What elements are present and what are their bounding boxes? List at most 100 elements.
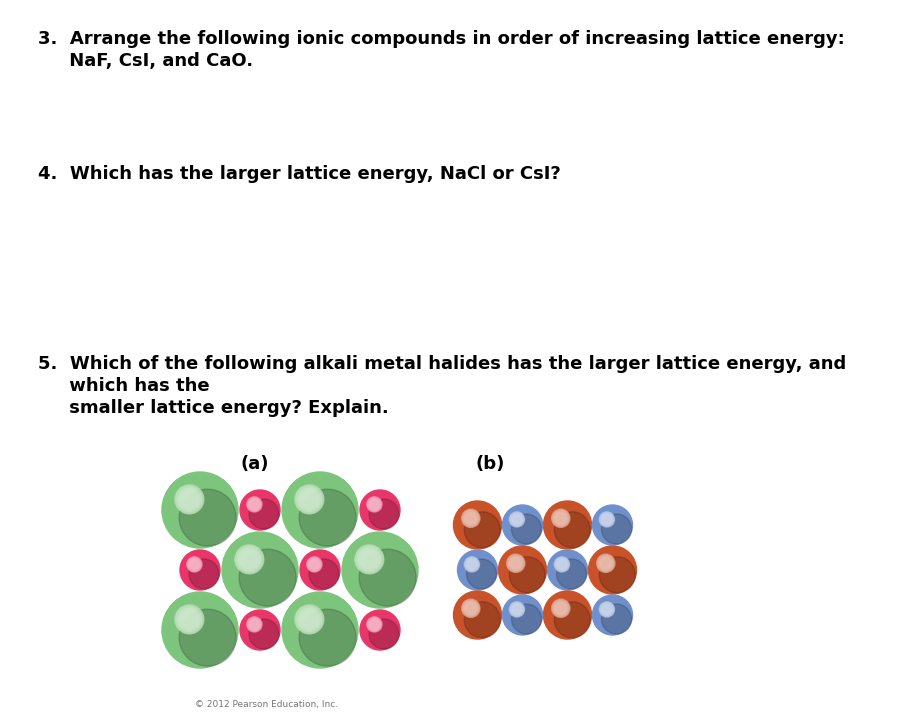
Circle shape [250, 620, 259, 629]
Circle shape [602, 514, 612, 524]
Circle shape [240, 490, 280, 530]
Circle shape [236, 547, 262, 572]
Circle shape [510, 603, 523, 616]
Circle shape [600, 513, 614, 526]
Circle shape [510, 513, 523, 526]
Circle shape [602, 514, 632, 544]
Circle shape [498, 546, 547, 594]
Circle shape [543, 591, 591, 639]
Circle shape [187, 557, 202, 572]
Circle shape [248, 617, 261, 631]
Text: © 2012 Pearson Education, Inc.: © 2012 Pearson Education, Inc. [195, 700, 338, 709]
Circle shape [461, 509, 480, 527]
Circle shape [250, 620, 259, 630]
Circle shape [503, 505, 542, 545]
Circle shape [298, 608, 321, 630]
Circle shape [551, 599, 570, 617]
Circle shape [189, 559, 219, 589]
Circle shape [238, 548, 260, 571]
Circle shape [503, 595, 542, 635]
Circle shape [222, 532, 298, 608]
Circle shape [360, 490, 400, 530]
Circle shape [464, 511, 478, 526]
Circle shape [556, 604, 566, 614]
Circle shape [466, 558, 478, 570]
Circle shape [593, 595, 633, 635]
Circle shape [507, 555, 523, 571]
Circle shape [511, 513, 523, 526]
Text: (b): (b) [476, 455, 505, 473]
Circle shape [361, 551, 378, 567]
Circle shape [180, 550, 220, 590]
Circle shape [179, 609, 236, 666]
Circle shape [462, 600, 479, 617]
Circle shape [599, 512, 614, 527]
Circle shape [512, 604, 522, 614]
Circle shape [370, 620, 378, 629]
Circle shape [358, 548, 380, 571]
Text: NaF, CsI, and CaO.: NaF, CsI, and CaO. [38, 52, 253, 70]
Text: which has the: which has the [38, 377, 210, 395]
Circle shape [235, 545, 264, 574]
Circle shape [509, 512, 524, 527]
Circle shape [300, 550, 340, 590]
Circle shape [181, 491, 197, 507]
Circle shape [367, 496, 382, 512]
Text: smaller lattice energy? Explain.: smaller lattice energy? Explain. [38, 399, 388, 417]
Circle shape [512, 604, 542, 634]
Circle shape [556, 558, 568, 570]
Circle shape [177, 486, 202, 513]
Circle shape [465, 513, 477, 524]
Circle shape [175, 605, 204, 634]
Circle shape [513, 605, 521, 614]
Circle shape [464, 557, 479, 572]
Circle shape [554, 557, 569, 572]
Circle shape [466, 604, 476, 614]
Circle shape [342, 532, 418, 608]
Circle shape [249, 619, 279, 649]
Circle shape [359, 550, 379, 569]
Circle shape [556, 513, 566, 523]
Circle shape [296, 486, 323, 513]
Circle shape [307, 558, 321, 571]
Circle shape [368, 498, 381, 511]
Circle shape [295, 485, 323, 514]
Circle shape [282, 472, 358, 548]
Circle shape [239, 549, 296, 606]
Circle shape [181, 612, 197, 628]
Text: 4.  Which has the larger lattice energy, NaCl or CsI?: 4. Which has the larger lattice energy, … [38, 165, 560, 183]
Circle shape [467, 559, 477, 569]
Circle shape [357, 547, 382, 572]
Circle shape [551, 509, 570, 527]
Circle shape [601, 604, 613, 615]
Circle shape [309, 559, 339, 589]
Circle shape [511, 558, 521, 569]
Circle shape [601, 558, 611, 569]
Circle shape [299, 489, 356, 546]
Circle shape [554, 511, 568, 526]
Circle shape [360, 610, 400, 650]
Circle shape [179, 609, 199, 629]
Circle shape [241, 551, 258, 567]
Circle shape [597, 555, 614, 571]
Circle shape [301, 491, 317, 507]
Circle shape [299, 609, 356, 666]
Circle shape [468, 560, 476, 569]
Circle shape [177, 606, 202, 632]
Circle shape [464, 601, 478, 615]
Circle shape [467, 559, 496, 589]
Circle shape [509, 556, 523, 571]
Circle shape [599, 602, 614, 617]
Circle shape [248, 498, 261, 511]
Circle shape [308, 558, 321, 570]
Circle shape [298, 488, 321, 510]
Circle shape [601, 513, 613, 526]
Circle shape [554, 602, 590, 638]
Circle shape [359, 549, 416, 606]
Circle shape [369, 619, 399, 649]
Circle shape [189, 559, 199, 569]
Circle shape [600, 557, 612, 569]
Circle shape [558, 560, 566, 569]
Circle shape [178, 608, 201, 630]
Circle shape [557, 559, 587, 589]
